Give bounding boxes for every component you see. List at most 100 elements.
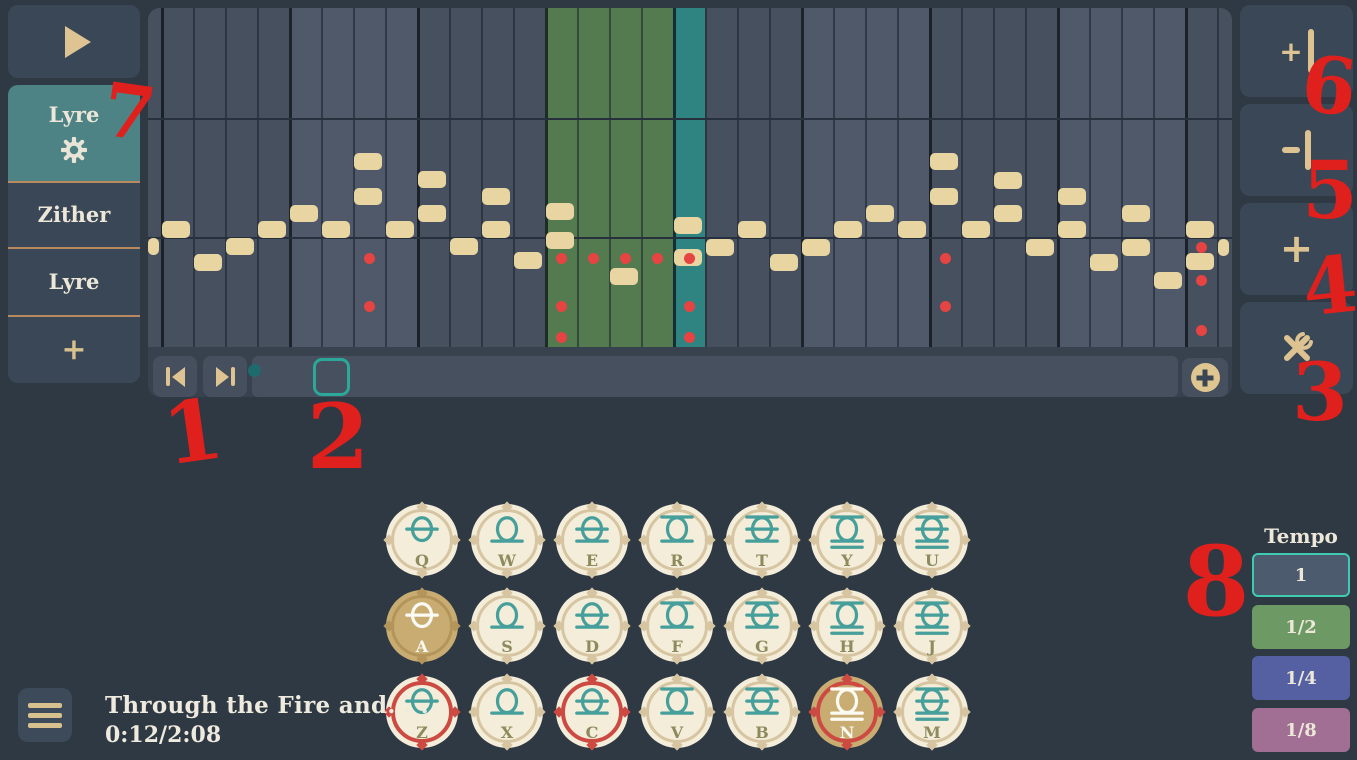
layer2-note-dot[interactable] <box>683 331 695 343</box>
tempo-option-1-4[interactable]: 1/4 <box>1252 656 1350 700</box>
grid-column[interactable] <box>1025 8 1057 347</box>
note[interactable] <box>994 204 1022 222</box>
remove-measure-button[interactable] <box>1240 104 1353 196</box>
key-F[interactable]: F <box>638 587 716 665</box>
tempo-option-1[interactable]: 1 <box>1252 553 1350 597</box>
grid-column[interactable] <box>1057 8 1089 347</box>
track-tab-lyre-2[interactable]: Lyre <box>8 246 140 315</box>
grid-column[interactable] <box>513 8 545 347</box>
note[interactable] <box>450 237 478 255</box>
key-W[interactable]: W <box>468 501 546 579</box>
note[interactable] <box>1026 238 1054 256</box>
layer2-note-dot[interactable] <box>683 252 695 264</box>
note[interactable] <box>290 204 318 222</box>
key-S[interactable]: S <box>468 587 546 665</box>
note[interactable] <box>546 231 574 249</box>
note[interactable] <box>354 187 382 205</box>
key-X[interactable]: X <box>468 673 546 751</box>
add-track-button[interactable]: + <box>8 314 140 383</box>
note[interactable] <box>258 220 286 238</box>
grid-column[interactable] <box>481 8 513 347</box>
key-U[interactable]: U <box>893 501 971 579</box>
key-R[interactable]: R <box>638 501 716 579</box>
key-Y[interactable]: Y <box>808 501 886 579</box>
track-tab-zither-1[interactable]: Zither <box>8 180 140 247</box>
grid-column[interactable] <box>897 8 929 347</box>
key-J[interactable]: J <box>893 587 971 665</box>
key-D[interactable]: D <box>553 587 631 665</box>
note[interactable] <box>770 253 798 271</box>
track-tab-lyre-0[interactable]: Lyre <box>8 85 140 181</box>
grid-column[interactable] <box>257 8 289 347</box>
layer2-note-dot[interactable] <box>939 252 951 264</box>
grid-column[interactable] <box>385 8 417 347</box>
note[interactable] <box>1122 238 1150 256</box>
grid-column[interactable] <box>641 8 673 347</box>
grid-column[interactable] <box>833 8 865 347</box>
tempo-option-1-8[interactable]: 1/8 <box>1252 708 1350 752</box>
key-G[interactable]: G <box>723 587 801 665</box>
note[interactable] <box>546 202 574 220</box>
note[interactable] <box>1186 252 1214 270</box>
gear-icon[interactable] <box>61 137 87 164</box>
add-measure-button[interactable]: + <box>1240 5 1353 97</box>
note[interactable] <box>1218 238 1229 256</box>
note[interactable] <box>994 171 1022 189</box>
note[interactable] <box>322 220 350 238</box>
note[interactable] <box>866 204 894 222</box>
note[interactable] <box>1154 271 1182 289</box>
note[interactable] <box>1122 204 1150 222</box>
note[interactable] <box>162 220 190 238</box>
key-V[interactable]: V <box>638 673 716 751</box>
layer2-note-dot[interactable] <box>363 300 375 312</box>
grid-column[interactable] <box>161 8 193 347</box>
grid-column[interactable] <box>609 8 641 347</box>
key-H[interactable]: H <box>808 587 886 665</box>
timeline-marker-square[interactable] <box>313 358 350 396</box>
key-A[interactable]: A <box>383 587 461 665</box>
grid-column[interactable] <box>961 8 993 347</box>
key-N[interactable]: N <box>808 673 886 751</box>
add-note-button[interactable]: + <box>1240 203 1353 295</box>
grid-column[interactable] <box>705 8 737 347</box>
timeline-add-button[interactable] <box>1182 358 1228 397</box>
layer2-note-dot[interactable] <box>1195 241 1207 253</box>
playhead-column[interactable] <box>673 8 705 347</box>
grid-column[interactable] <box>1217 8 1232 347</box>
grid-column[interactable] <box>769 8 801 347</box>
note[interactable] <box>386 220 414 238</box>
note[interactable] <box>1090 253 1118 271</box>
play-button[interactable] <box>8 5 140 78</box>
grid-column[interactable] <box>1153 8 1185 347</box>
note[interactable] <box>930 152 958 170</box>
piano-roll-grid[interactable] <box>148 8 1232 347</box>
grid-column[interactable] <box>1121 8 1153 347</box>
note[interactable] <box>930 187 958 205</box>
layer2-note-dot[interactable] <box>651 252 663 264</box>
layer2-note-dot[interactable] <box>363 252 375 264</box>
grid-column[interactable] <box>449 8 481 347</box>
note[interactable] <box>148 237 159 255</box>
grid-column[interactable] <box>865 8 897 347</box>
grid-column[interactable] <box>577 8 609 347</box>
note[interactable] <box>962 220 990 238</box>
grid-column[interactable] <box>545 8 577 347</box>
note[interactable] <box>354 152 382 170</box>
layer2-note-dot[interactable] <box>1195 324 1207 336</box>
timeline-scrollbar[interactable] <box>252 356 1178 397</box>
key-B[interactable]: B <box>723 673 801 751</box>
note[interactable] <box>482 187 510 205</box>
grid-column[interactable] <box>148 8 161 347</box>
key-Q[interactable]: Q <box>383 501 461 579</box>
note[interactable] <box>834 220 862 238</box>
layer2-note-dot[interactable] <box>683 300 695 312</box>
layer2-note-dot[interactable] <box>587 252 599 264</box>
note[interactable] <box>514 251 542 269</box>
layer2-note-dot[interactable] <box>939 300 951 312</box>
note[interactable] <box>418 204 446 222</box>
grid-column[interactable] <box>929 8 961 347</box>
note[interactable] <box>610 267 638 285</box>
note[interactable] <box>802 238 830 256</box>
skip-to-end-button[interactable] <box>203 356 247 397</box>
note[interactable] <box>418 170 446 188</box>
